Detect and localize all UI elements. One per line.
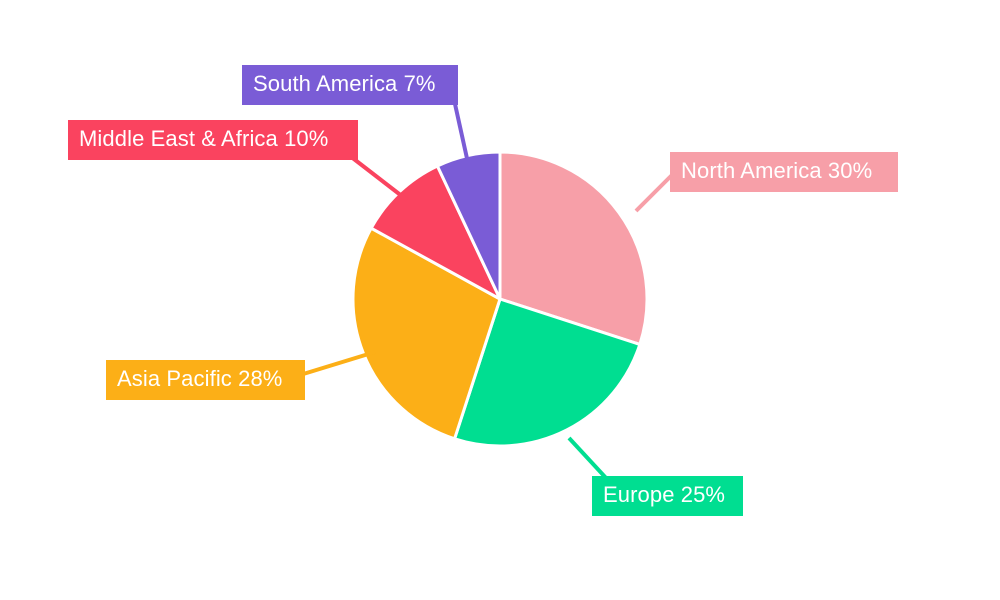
pie-slices-group (351, 150, 649, 448)
slice-label-south-america: South America 7% (242, 65, 458, 105)
leader-line-europe (567, 436, 608, 480)
slice-label-europe: Europe 25% (592, 476, 743, 516)
leader-line-north-america (634, 173, 674, 213)
leader-lines-group (299, 103, 674, 480)
slice-label-north-america: North America 30% (670, 152, 898, 192)
leader-line-middle-east-africa (348, 154, 409, 202)
slice-label-asia-pacific: Asia Pacific 28% (106, 360, 305, 400)
leader-line-asia-pacific (299, 350, 376, 377)
pie-slice-asia-pacific[interactable] (351, 226, 502, 441)
slice-label-middle-east-africa: Middle East & Africa 10% (68, 120, 358, 160)
leader-line-south-america (453, 103, 470, 164)
pie-slice-europe[interactable] (453, 297, 642, 448)
pie-slice-north-america[interactable] (498, 150, 649, 346)
